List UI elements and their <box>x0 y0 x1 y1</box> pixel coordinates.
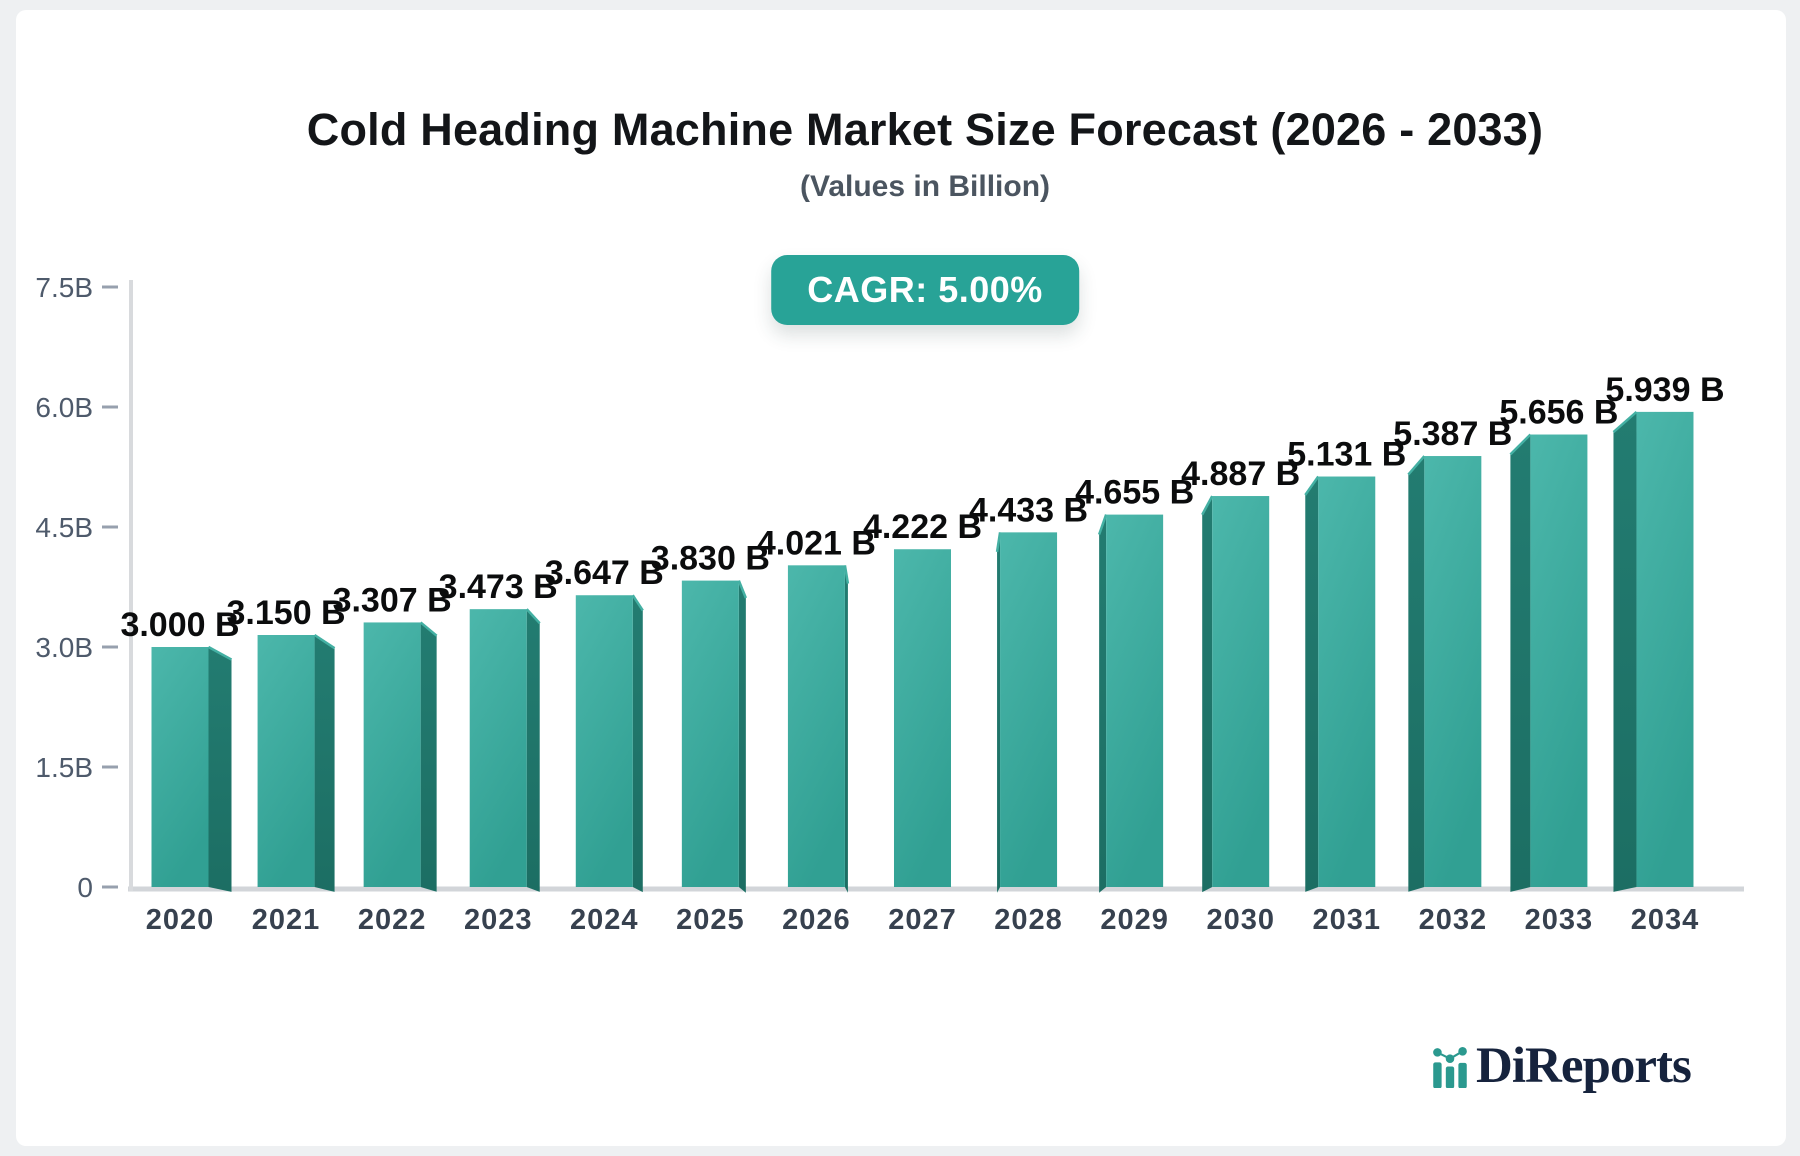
bar-front-face <box>1318 476 1376 887</box>
bar-front-face <box>1636 411 1694 887</box>
chart-title: Cold Heading Machine Market Size Forecas… <box>306 104 1544 155</box>
bar-value-label: 3.000 B <box>120 606 239 644</box>
bar-value-label: 5.939 B <box>1605 371 1724 409</box>
bar-side-face <box>1305 476 1319 892</box>
bar-chart-trend-icon <box>1433 1047 1467 1088</box>
logo: DiReports <box>1432 1038 1692 1094</box>
x-axis-label: 2027 <box>888 904 957 936</box>
bar-side-face <box>1099 514 1107 893</box>
bar-side-face <box>1202 496 1213 893</box>
bar-value-label: 4.222 B <box>863 508 982 546</box>
bar-side-top-edge <box>1304 475 1320 496</box>
bar-side-top-edge <box>525 608 541 625</box>
bar-value-label: 4.655 B <box>1075 474 1194 512</box>
x-axis-label: 2022 <box>358 904 427 936</box>
cagr-badge: CAGR: 5.00% <box>771 255 1079 325</box>
y-axis-label: 6.0B <box>35 392 93 423</box>
bar-front-face <box>1212 496 1270 887</box>
bar-side-top-edge <box>1612 410 1638 433</box>
bar-front-face <box>1000 532 1058 887</box>
bar-value-label: 3.473 B <box>439 568 558 606</box>
bar-side-face <box>1408 456 1425 892</box>
bar-side-face <box>314 635 335 892</box>
bar-side-top-edge <box>207 645 233 661</box>
bar-side-face <box>844 565 848 893</box>
x-axis-label: 2024 <box>570 904 639 936</box>
x-axis-label: 2030 <box>1206 904 1275 936</box>
bar-side-face <box>632 595 643 893</box>
x-axis-label: 2032 <box>1419 904 1488 936</box>
bar-value-label: 3.150 B <box>227 594 346 632</box>
bar-side-face <box>526 609 540 892</box>
bar-value-label: 5.656 B <box>1499 394 1618 432</box>
bar-value-label: 3.307 B <box>333 581 452 619</box>
bar-side-face <box>1510 434 1531 892</box>
bar-value-label: 4.887 B <box>1181 455 1300 493</box>
bar-front-face <box>681 580 739 887</box>
y-axis-label: 4.5B <box>35 512 93 543</box>
bar-front-face <box>1530 434 1588 887</box>
y-axis-label: 1.5B <box>35 752 93 783</box>
bar-front-face <box>787 565 845 887</box>
x-axis-label: 2031 <box>1313 904 1382 936</box>
bar-value-label: 3.830 B <box>651 540 770 578</box>
bar-side-top-edge <box>1509 433 1532 456</box>
bar-side-face <box>997 532 1001 893</box>
bar-front-face <box>257 635 315 887</box>
logo-text: DiReports <box>1476 1038 1692 1094</box>
x-axis-label: 2034 <box>1631 904 1700 936</box>
bar-side-face <box>738 580 746 893</box>
bar-side-face <box>1613 411 1637 892</box>
bar-front-face <box>363 622 421 887</box>
bar-side-face <box>208 647 232 892</box>
bar-side-top-edge <box>631 594 644 612</box>
bar-side-top-edge <box>995 532 1002 553</box>
y-axis-label: 3.0B <box>35 632 93 663</box>
bar-front-face <box>1106 514 1164 887</box>
bar-side-top-edge <box>843 565 850 584</box>
bar-side-top-edge <box>1407 455 1426 476</box>
bar-front-face <box>1424 456 1482 887</box>
x-axis-label: 2029 <box>1100 904 1169 936</box>
x-axis-label: 2028 <box>994 904 1063 936</box>
bar-side-top-edge <box>313 633 336 650</box>
bar-value-label: 4.433 B <box>969 491 1088 529</box>
bar-value-label: 3.647 B <box>545 554 664 592</box>
bar-value-label: 4.021 B <box>757 524 876 562</box>
bar-front-face <box>151 647 209 887</box>
bar-side-top-edge <box>1097 514 1108 535</box>
bar-side-top-edge <box>419 621 438 637</box>
y-axis-label: 0 <box>77 872 93 903</box>
x-axis-label: 2021 <box>252 904 321 936</box>
bar-front-face <box>893 549 951 887</box>
bar-value-label: 5.131 B <box>1287 436 1406 474</box>
x-axis-label: 2033 <box>1525 904 1594 936</box>
cagr-badge-label: CAGR: 5.00% <box>807 269 1043 310</box>
bar-front-face <box>469 609 527 887</box>
x-axis-label: 2023 <box>464 904 533 936</box>
bar-front-face <box>575 595 633 887</box>
chart-subtitle: (Values in Billion) <box>799 170 1051 203</box>
x-axis-label: 2025 <box>676 904 745 936</box>
bar-side-face <box>420 622 437 892</box>
bar-side-top-edge <box>1201 495 1214 516</box>
x-axis-label: 2020 <box>146 904 215 936</box>
y-axis-label: 7.5B <box>35 272 93 303</box>
x-axis-label: 2026 <box>782 904 851 936</box>
bar-side-top-edge <box>737 580 748 599</box>
bar-value-label: 5.387 B <box>1393 415 1512 453</box>
